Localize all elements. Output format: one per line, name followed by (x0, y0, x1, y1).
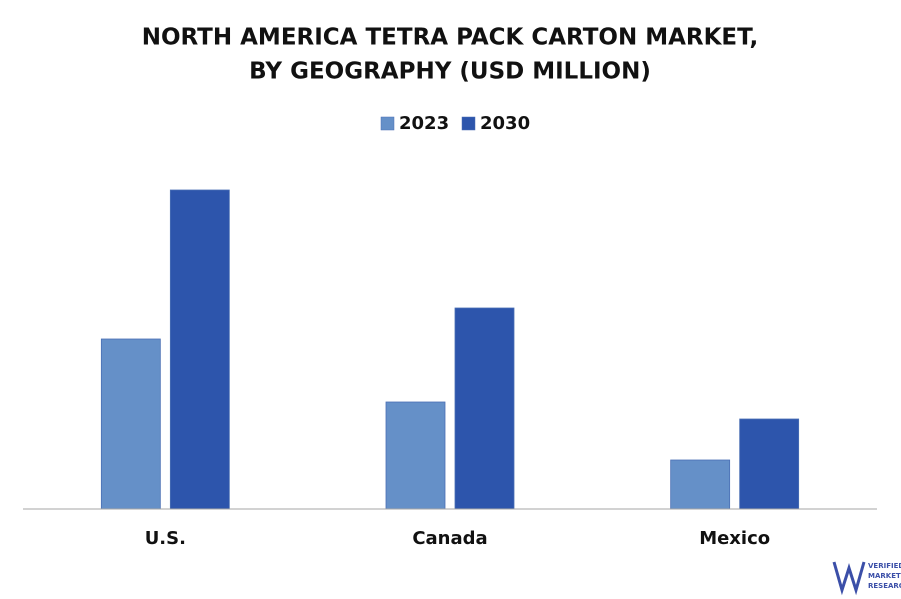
logo-text: MARKET (868, 572, 901, 580)
x-tick-label: Canada (412, 528, 487, 549)
legend-label: 2023 (399, 113, 449, 134)
x-tick-label: U.S. (145, 528, 186, 549)
legend-label: 2030 (480, 113, 530, 134)
bar (670, 459, 731, 510)
bar (169, 189, 230, 510)
chart-title: BY GEOGRAPHY (USD MILLION) (249, 59, 651, 85)
logo-text: RESEARCH (868, 582, 901, 590)
x-tick-label: Mexico (699, 528, 770, 549)
legend-swatch (461, 116, 476, 131)
bar (739, 418, 800, 510)
logo-text: VERIFIED (868, 562, 901, 570)
logo-mark (832, 561, 866, 596)
legend-swatch (380, 116, 395, 131)
bar (100, 338, 161, 510)
bar (454, 307, 515, 510)
bar (385, 401, 446, 510)
chart-title: NORTH AMERICA TETRA PACK CARTON MARKET, (142, 25, 759, 51)
